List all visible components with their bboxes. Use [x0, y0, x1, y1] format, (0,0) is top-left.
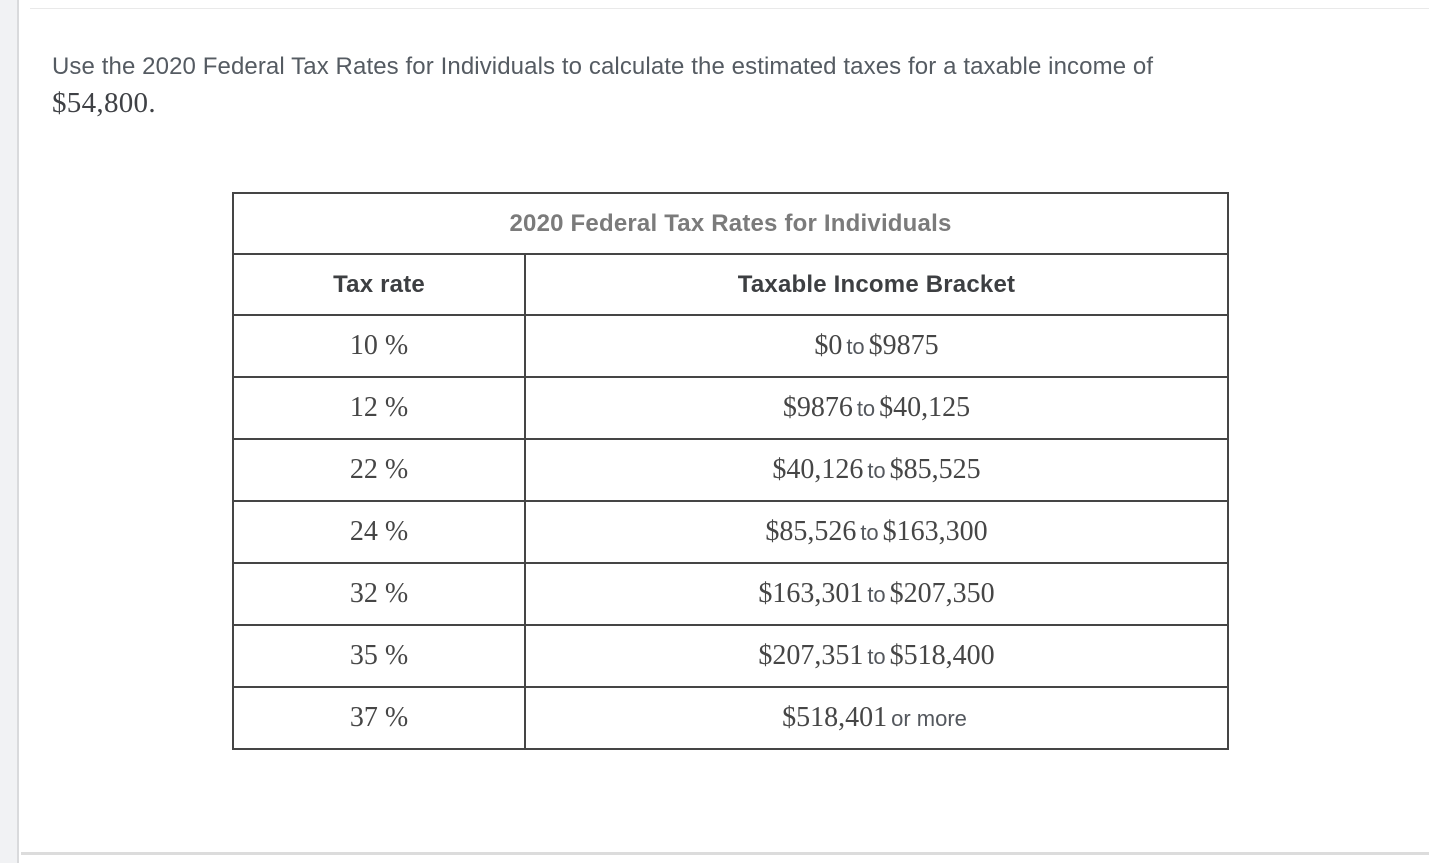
bracket-min: $163,301	[758, 578, 864, 609]
top-divider	[30, 8, 1429, 9]
bracket-max: $207,350	[889, 578, 995, 609]
income-bracket-cell: $0 to $9875	[524, 314, 1229, 378]
bracket-connector: or more	[891, 706, 967, 731]
table-title-row: 2020 Federal Tax Rates for Individuals	[232, 192, 1229, 255]
table-row: 24 % $85,526 to $163,300	[232, 500, 1229, 564]
bracket-connector: to	[867, 582, 886, 607]
tax-rate-cell: 35 %	[232, 624, 526, 688]
bracket-min: $518,401	[782, 702, 888, 733]
table-row: 12 % $9876 to $40,125	[232, 376, 1229, 440]
bracket-min: $0	[814, 330, 843, 361]
table-row: 22 % $40,126 to $85,525	[232, 438, 1229, 502]
bracket-min: $207,351	[758, 640, 864, 671]
income-bracket-cell: $9876 to $40,125	[524, 376, 1229, 440]
question-panel: Use the 2020 Federal Tax Rates for Indiv…	[21, 0, 1429, 863]
bracket-min: $85,526	[765, 516, 857, 547]
taxable-income-amount: $54,800.	[52, 87, 156, 119]
question-line: Use the 2020 Federal Tax Rates for Indiv…	[52, 53, 1154, 80]
bracket-max: $85,525	[889, 454, 981, 485]
bracket-connector: to	[867, 644, 886, 669]
tax-rate-cell: 24 %	[232, 500, 526, 564]
tax-rate-cell: 22 %	[232, 438, 526, 502]
income-bracket-cell: $163,301 to $207,350	[524, 562, 1229, 626]
table-header-row: Tax rate Taxable Income Bracket	[232, 253, 1229, 316]
income-bracket-cell: $40,126 to $85,525	[524, 438, 1229, 502]
bracket-max: $9875	[868, 330, 939, 361]
table-title: 2020 Federal Tax Rates for Individuals	[232, 192, 1229, 255]
table-row: 10 % $0 to $9875	[232, 314, 1229, 378]
left-gutter	[0, 0, 19, 863]
tax-rate-cell: 32 %	[232, 562, 526, 626]
bracket-max: $40,125	[879, 392, 971, 423]
column-header-tax-rate: Tax rate	[232, 253, 526, 316]
bracket-max: $518,400	[889, 640, 995, 671]
bottom-divider	[21, 852, 1429, 855]
tax-rate-cell: 37 %	[232, 686, 526, 750]
bracket-min: $9876	[782, 392, 853, 423]
question-text: Use the 2020 Federal Tax Rates for Indiv…	[52, 50, 1389, 120]
bracket-connector: to	[867, 458, 886, 483]
income-bracket-cell: $207,351 to $518,400	[524, 624, 1229, 688]
table-row: 37 % $518,401 or more	[232, 686, 1229, 750]
bracket-connector: to	[860, 520, 879, 545]
tax-rates-table: 2020 Federal Tax Rates for Individuals T…	[232, 192, 1229, 750]
tax-rate-cell: 12 %	[232, 376, 526, 440]
bracket-max: $163,300	[882, 516, 988, 547]
income-bracket-cell: $518,401 or more	[524, 686, 1229, 750]
column-header-income-bracket: Taxable Income Bracket	[524, 253, 1229, 316]
bracket-connector: to	[846, 334, 865, 359]
income-bracket-cell: $85,526 to $163,300	[524, 500, 1229, 564]
table-row: 32 % $163,301 to $207,350	[232, 562, 1229, 626]
table-row: 35 % $207,351 to $518,400	[232, 624, 1229, 688]
tax-rate-cell: 10 %	[232, 314, 526, 378]
bracket-connector: to	[856, 396, 876, 421]
bracket-min: $40,126	[772, 454, 864, 485]
